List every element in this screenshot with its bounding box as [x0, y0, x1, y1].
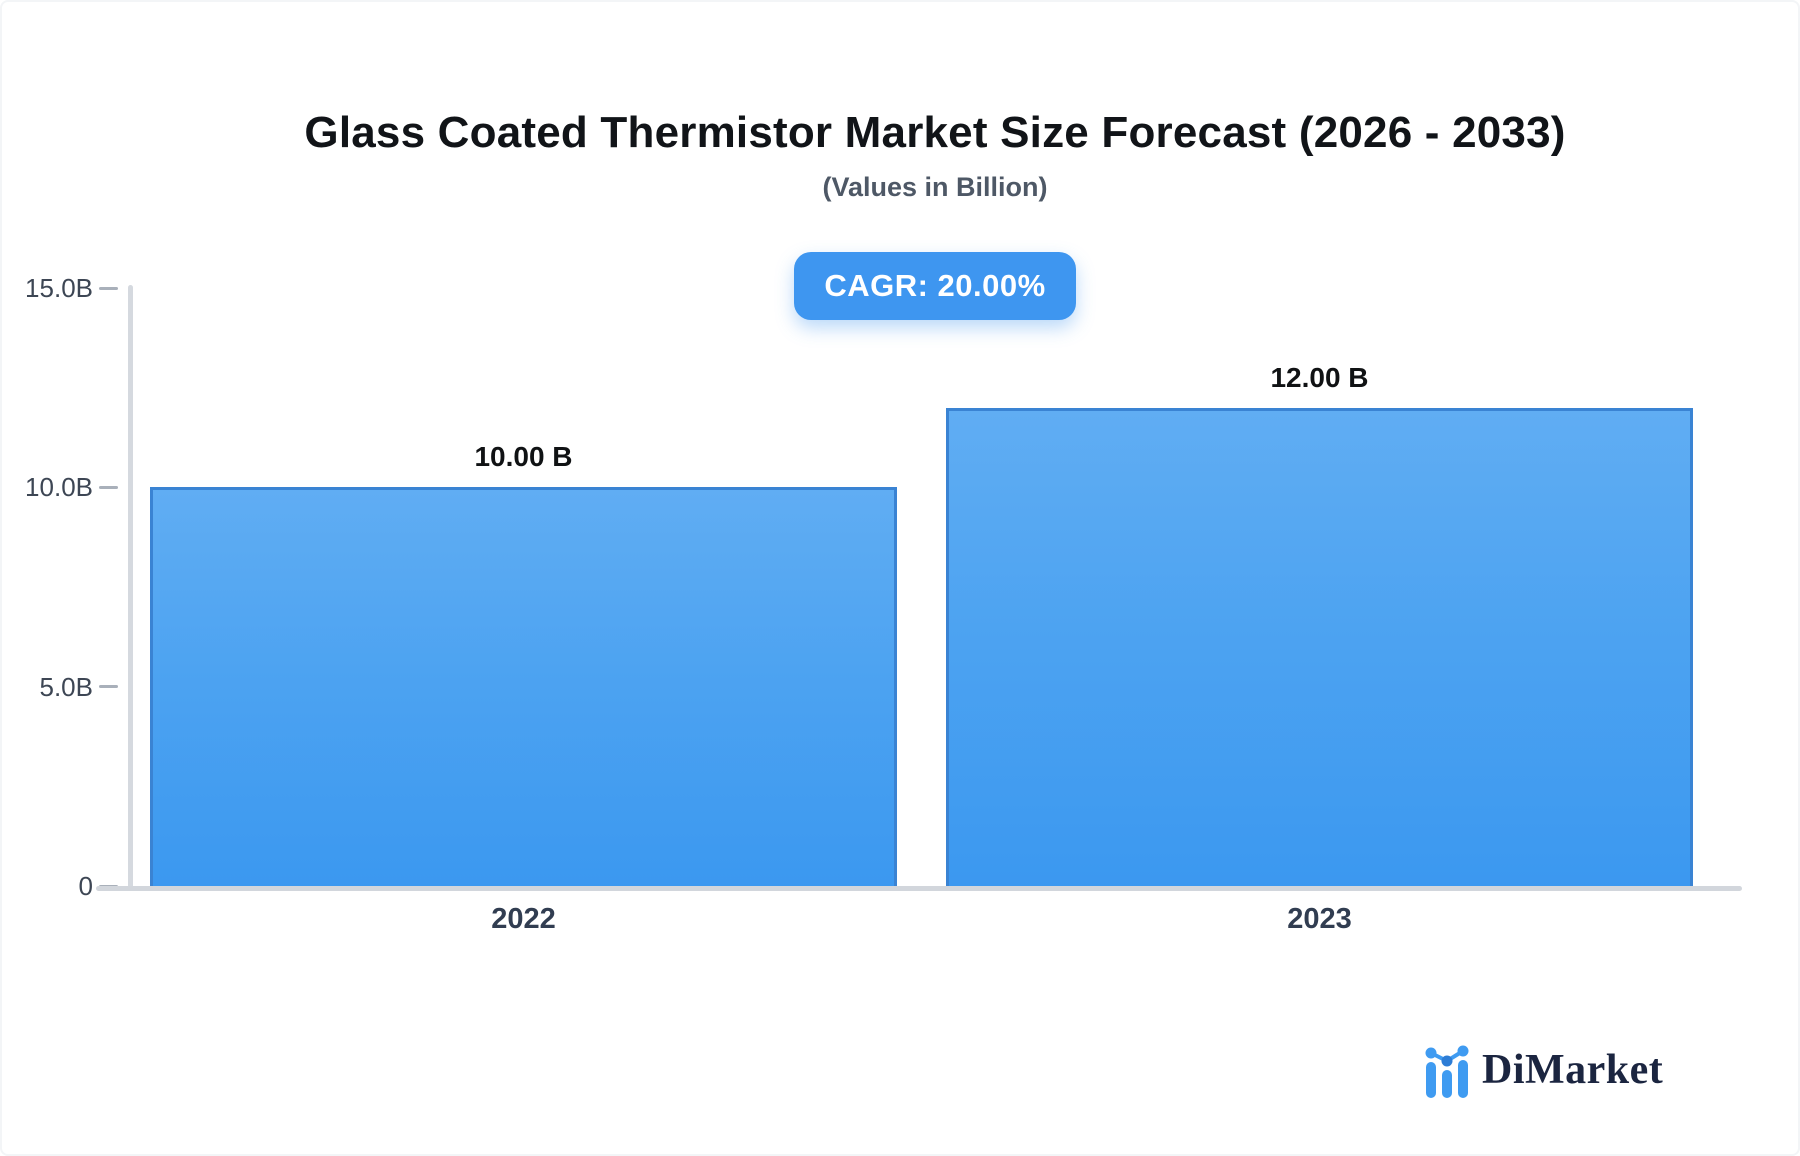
y-tick-mark: [99, 685, 118, 689]
y-tick-label: 15.0B: [25, 273, 93, 303]
y-tick-mark: [99, 485, 118, 489]
y-tick-mark: [99, 286, 118, 290]
y-axis-line: [128, 285, 133, 889]
x-axis-label: 2022: [491, 903, 556, 935]
bar-chart-logo-icon: [1425, 1045, 1469, 1098]
chart-subtitle: (Values in Billion): [822, 172, 1048, 202]
bar-value-label: 12.00 B: [1270, 361, 1369, 393]
y-tick-label: 10.0B: [25, 472, 93, 503]
bar-value-label: 10.00 B: [474, 441, 573, 473]
chart-title: Glass Coated Thermistor Market Size Fore…: [304, 108, 1566, 157]
x-axis-label: 2023: [1287, 903, 1352, 935]
bar-2023: [946, 407, 1693, 889]
x-axis-line: [96, 886, 1742, 891]
logo-text: DiMarket: [1482, 1047, 1664, 1093]
dimarket-logo: DiMarket: [1424, 1042, 1663, 1098]
y-tick-label: 0: [78, 871, 93, 901]
y-tick-label: 5.0B: [39, 671, 94, 702]
bar-2022: [150, 487, 897, 889]
